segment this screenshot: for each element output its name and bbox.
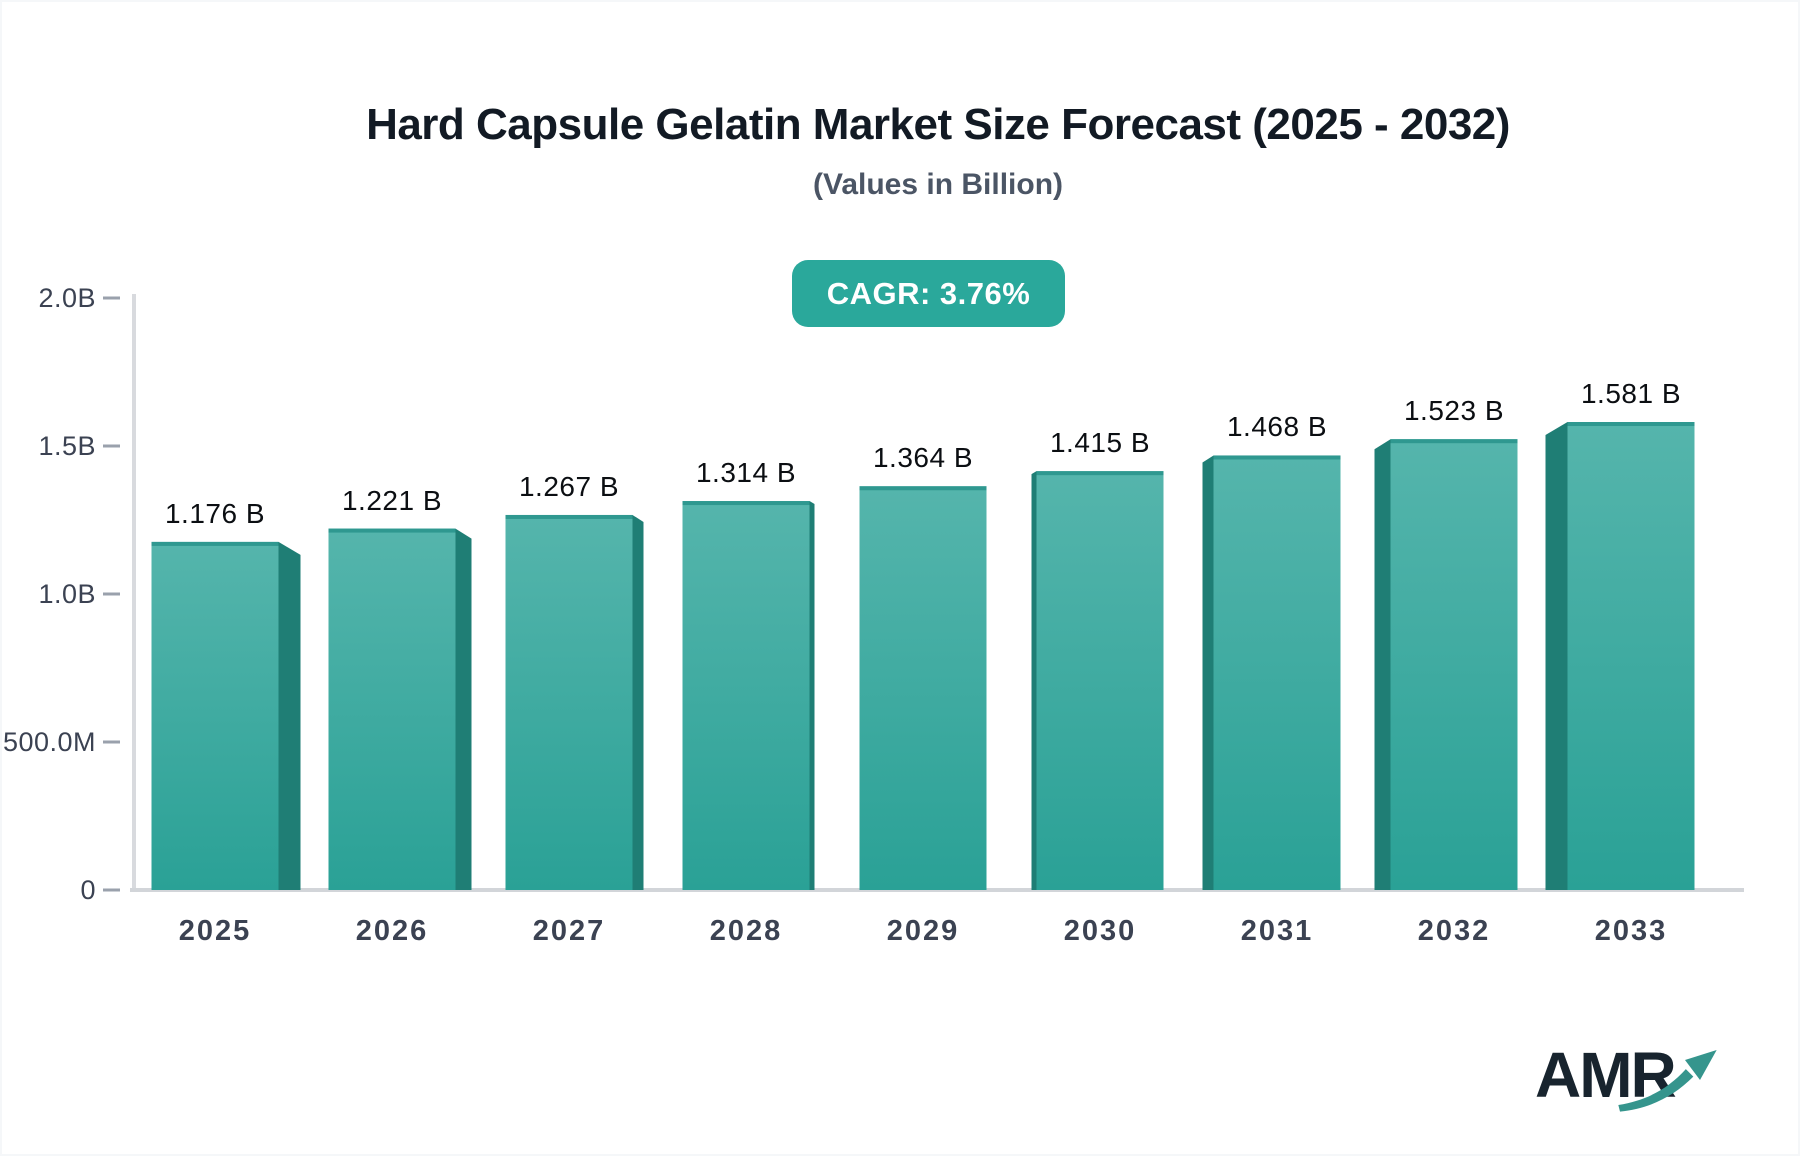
bar-top-edge-2032 [1390,439,1518,444]
bar-side-2031 [1202,455,1214,890]
bar-value-label-2025: 1.176 B [164,497,266,529]
x-tick-label-2030: 2030 [1063,915,1137,947]
bar-2032[interactable] [1390,439,1518,890]
bar-value-label-2029: 1.364 B [872,442,974,474]
chart-subtitle: (Values in Billion) [812,168,1064,201]
y-tick-dash-2.0B [103,296,120,300]
y-axis-line [132,294,136,892]
y-tick-label-500.0M: 500.0M [2,727,96,757]
bar-value-label-2026: 1.221 B [341,484,443,516]
bar-value-label-2031: 1.468 B [1226,411,1328,443]
y-tick-dash-500.0M [103,740,120,744]
bar-top-edge-2029 [859,486,987,491]
bar-top-edge-2031 [1213,455,1341,460]
x-tick-label-2031: 2031 [1240,915,1314,947]
bar-side-2025 [278,541,301,890]
bar-side-2030 [1031,471,1037,890]
bar-side-2028 [809,501,815,890]
x-tick-label-2025: 2025 [178,915,252,947]
bar-2029[interactable] [859,486,987,890]
bar-2027[interactable] [505,514,633,890]
bar-value-label-2033: 1.581 B [1580,378,1682,410]
growth-arrow-icon [1618,1050,1717,1112]
bar-value-label-2030: 1.415 B [1049,427,1151,459]
bar-top-edge-2027 [505,514,633,519]
amr-logo[interactable]: AMR [1527,1024,1747,1134]
x-tick-label-2033: 2033 [1594,915,1668,947]
bar-value-label-2032: 1.523 B [1403,395,1505,427]
bar-top-edge-2033 [1567,422,1695,427]
bar-2033[interactable] [1567,422,1695,890]
x-tick-label-2032: 2032 [1417,915,1491,947]
bar-2031[interactable] [1213,455,1341,890]
bar-2030[interactable] [1036,471,1164,890]
x-tick-label-2027: 2027 [532,915,606,947]
x-tick-label-2029: 2029 [886,915,960,947]
bar-2026[interactable] [328,528,456,890]
bar-side-2027 [632,514,644,890]
y-tick-dash-0 [103,888,120,892]
y-tick-label-1.0B: 1.0B [38,579,96,609]
y-tick-label-2.0B: 2.0B [38,283,96,313]
y-tick-label-0: 0 [80,875,96,905]
bar-top-edge-2028 [682,501,810,506]
x-tick-label-2026: 2026 [355,915,429,947]
bar-side-2033 [1545,422,1568,890]
x-tick-label-2028: 2028 [709,915,783,947]
y-tick-label-1.5B: 1.5B [38,431,96,461]
chart-title: Hard Capsule Gelatin Market Size Forecas… [366,100,1510,149]
y-tick-dash-1.0B [103,592,120,596]
bar-side-2032 [1374,439,1391,890]
bar-top-edge-2026 [328,528,456,533]
bar-2025[interactable] [151,541,279,890]
y-tick-dash-1.5B [103,444,120,448]
cagr-badge: CAGR: 3.76% [792,260,1065,327]
bar-side-2026 [455,528,472,890]
bar-top-edge-2030 [1036,471,1164,476]
bar-2028[interactable] [682,501,810,890]
bar-top-edge-2025 [151,541,279,546]
bar-value-label-2027: 1.267 B [518,470,620,502]
bar-value-label-2028: 1.314 B [695,457,797,489]
